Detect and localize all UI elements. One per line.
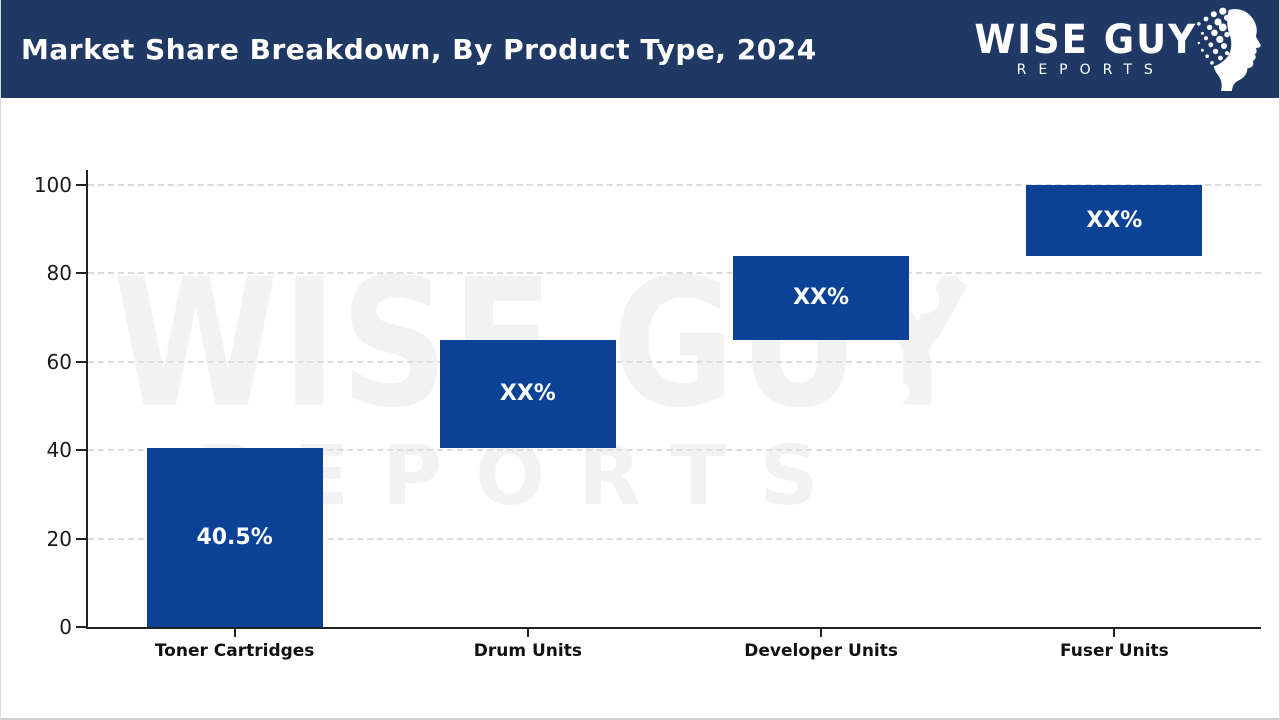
y-tick-mark: [76, 626, 86, 628]
x-category-label: Toner Cartridges: [154, 641, 315, 661]
y-tick-mark: [76, 449, 86, 452]
y-tick-mark: [76, 360, 86, 363]
logo-wordmark: WISE GUY: [974, 16, 1197, 63]
bar-developer-units: XX%: [733, 255, 910, 340]
x-tick-mark: [820, 627, 823, 637]
bar-value-label: XX%: [793, 285, 850, 311]
x-category-label: Drum Units: [473, 641, 582, 661]
gridline-y-60: [88, 360, 1261, 363]
bar-toner-cartridges: 40.5%: [146, 447, 323, 627]
y-tick-mark: [76, 272, 86, 275]
y-tick-label: 40: [46, 438, 72, 463]
wiseguy-face-icon: [1197, 7, 1261, 91]
logo-subtext: REPORTS: [1016, 62, 1165, 78]
y-tick-label: 80: [46, 261, 72, 286]
gridline-y-100: [88, 184, 1261, 186]
y-tick-label: 0: [59, 615, 72, 639]
logo-wordmark-block: WISE GUY REPORTS: [974, 16, 1197, 78]
bar-value-label: XX%: [499, 381, 556, 407]
y-tick-mark: [76, 537, 86, 540]
x-tick-mark: [1113, 627, 1116, 637]
bar-value-label: XX%: [1086, 207, 1143, 233]
gridline-y-20: [88, 537, 1261, 540]
header: Market Share Breakdown, By Product Type,…: [1, 0, 1279, 98]
page-title: Market Share Breakdown, By Product Type,…: [21, 32, 817, 66]
y-tick-mark: [76, 184, 86, 186]
x-category-label: Developer Units: [744, 641, 898, 661]
wiseguy-logo: WISE GUY REPORTS: [974, 6, 1267, 92]
bar-value-label: 40.5%: [196, 524, 273, 550]
plot-area: 0 20 40 60 80 100 40.5% Toner Cartridges XX% Drum…: [34, 170, 1261, 661]
x-tick-mark: [526, 627, 529, 637]
gridline-y-80: [88, 272, 1261, 275]
x-category-label: Fuser Units: [1059, 641, 1169, 661]
x-tick-mark: [233, 627, 236, 637]
gridline-y-40: [88, 449, 1261, 452]
y-tick-label: 20: [46, 526, 72, 551]
bar-drum-units: XX%: [439, 339, 616, 448]
bar-fuser-units: XX%: [1026, 185, 1203, 256]
y-tick-label: 100: [33, 173, 72, 197]
y-tick-label: 60: [46, 349, 72, 374]
